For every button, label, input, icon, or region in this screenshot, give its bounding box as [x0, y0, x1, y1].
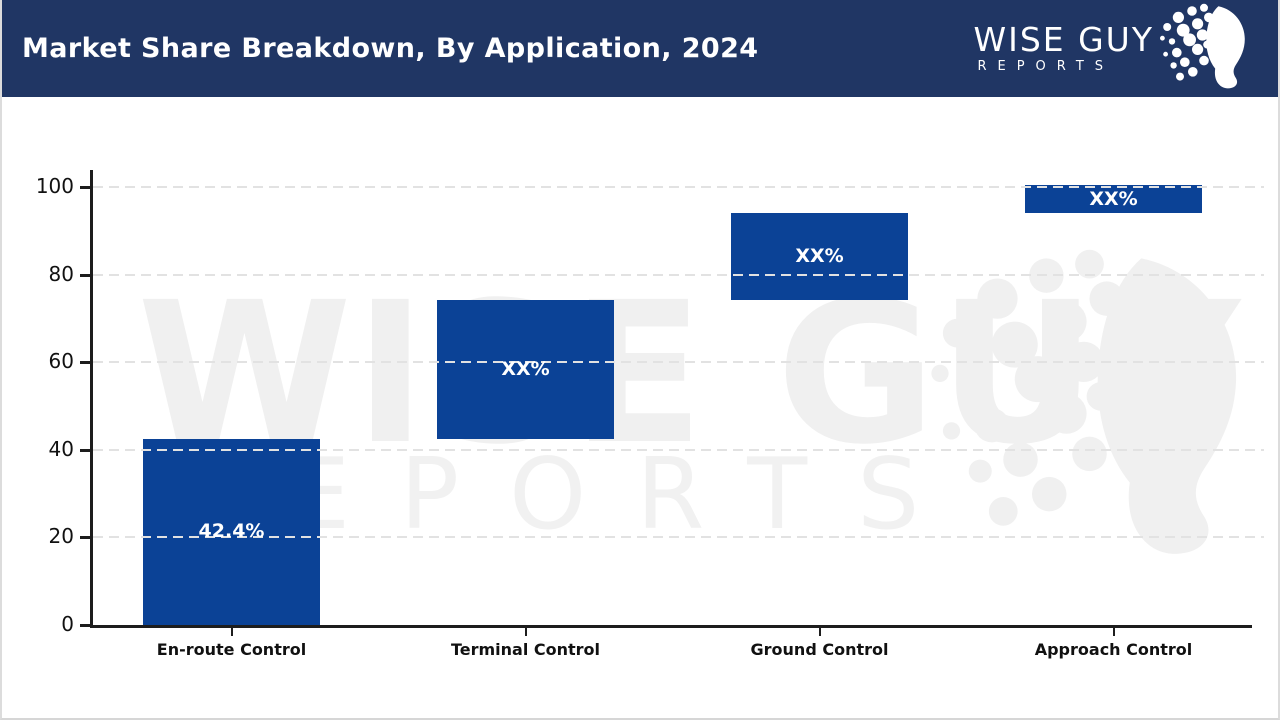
bar-label: XX%	[1089, 188, 1138, 211]
y-tick-label: 0	[61, 612, 74, 636]
gridline	[93, 273, 1264, 276]
gridline	[93, 536, 1264, 539]
x-tick	[818, 628, 821, 636]
logo-wordmark: WISE GUY	[973, 20, 1154, 59]
y-tick	[80, 273, 90, 277]
y-tick-label: 20	[48, 524, 74, 549]
x-tick	[230, 628, 233, 636]
header: Market Share Breakdown, By Application, …	[2, 0, 1278, 97]
y-tick	[80, 624, 90, 627]
logo-head-icon	[1156, 2, 1252, 96]
y-tick-label: 80	[48, 261, 74, 286]
logo-text: WISE GUY REPORTS	[973, 23, 1154, 74]
y-tick-label: 60	[48, 349, 74, 374]
bar	[437, 300, 614, 440]
y-axis-line	[90, 170, 93, 628]
bar	[731, 213, 908, 300]
y-tick	[80, 536, 90, 540]
chart-area: 0 20 40 60 80 100 42.4% En-route Control XX% Term…	[2, 97, 1278, 718]
bar-label: XX%	[501, 358, 550, 380]
bar-label: XX%	[795, 245, 844, 268]
gridline	[93, 448, 1264, 451]
x-tick	[524, 628, 527, 636]
x-tick	[1112, 628, 1115, 636]
x-axis-line	[90, 625, 1252, 628]
watermark-head-icon	[917, 205, 1262, 609]
category-label: Ground Control	[750, 640, 889, 659]
category-label: En-route Control	[156, 640, 307, 659]
y-tick	[80, 361, 90, 365]
logo-subtitle: REPORTS	[977, 59, 1115, 74]
y-tick	[80, 186, 90, 189]
gridline	[93, 361, 1264, 364]
y-tick-label: 40	[48, 436, 74, 461]
bar-label: 42.4%	[198, 520, 265, 543]
y-tick-label: 100	[35, 174, 74, 198]
category-label: Approach Control	[1034, 640, 1193, 659]
gridline	[93, 186, 1264, 188]
bar	[143, 439, 320, 625]
logo: WISE GUY REPORTS	[973, 2, 1252, 96]
page-title: Market Share Breakdown, By Application, …	[22, 33, 759, 64]
bar	[1025, 185, 1202, 214]
y-tick	[80, 448, 90, 452]
category-label: Terminal Control	[450, 640, 601, 659]
